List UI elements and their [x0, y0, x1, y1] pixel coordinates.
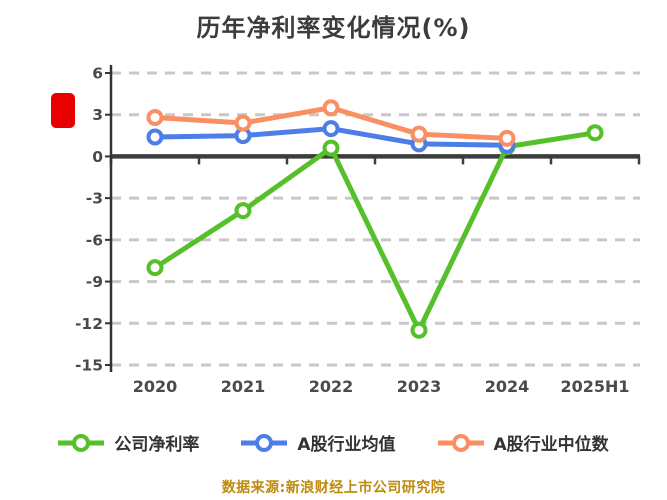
series-line-公司净利率	[152, 130, 598, 333]
x-tick-label: 2022	[309, 377, 354, 396]
y-tick-label: -15	[75, 357, 103, 375]
data-point	[322, 139, 340, 157]
y-tick-label: -12	[75, 315, 103, 333]
data-point	[586, 124, 604, 142]
chart-legend: 公司净利率 A股行业均值 A股行业中位数	[0, 430, 667, 455]
data-point	[234, 114, 252, 132]
axis-label-layer: 6 3 0 -3 -6 -9 -12 -15 2020 2021 2022 2023 2024 2025H…	[75, 65, 630, 397]
legend-label: A股行业均值	[297, 435, 396, 455]
legend-label: 公司净利率	[114, 435, 200, 455]
grid-layer	[111, 71, 640, 367]
y-tick-label: 6	[92, 65, 103, 83]
x-tick-label: 2024	[485, 377, 530, 396]
x-tick-label: 2021	[221, 377, 266, 396]
data-point	[234, 202, 252, 220]
red-logo-badge	[51, 93, 75, 128]
data-point	[498, 129, 516, 147]
y-tick-label: -6	[86, 231, 103, 249]
legend-circle	[451, 433, 470, 452]
x-tick-label: 2023	[397, 377, 442, 396]
data-point	[146, 128, 164, 146]
legend-item-industry-mean[interactable]: A股行业均值	[241, 430, 396, 455]
line-chart: 6 3 0 -3 -6 -9 -12 -15 2020 2021 2022 2023 2024 2025H…	[75, 65, 641, 397]
series-layer	[146, 99, 604, 339]
legend-circle	[255, 433, 274, 452]
data-point	[146, 259, 164, 277]
legend-item-industry-median[interactable]: A股行业中位数	[437, 430, 609, 455]
y-tick-label: 0	[92, 148, 103, 166]
legend-line-circle-icon	[241, 433, 288, 452]
x-tick-label: 2020	[133, 377, 178, 396]
legend-line-circle-icon	[437, 433, 484, 452]
y-tick-label: -9	[86, 273, 103, 291]
data-point	[410, 125, 428, 143]
y-tick-label: -3	[86, 190, 103, 208]
x-tick-label: 2025H1	[560, 377, 629, 396]
legend-label: A股行业中位数	[493, 435, 609, 455]
data-point	[146, 108, 164, 126]
legend-item-company-net-margin[interactable]: 公司净利率	[58, 430, 199, 455]
chart-title: 历年净利率变化情况(%)	[196, 14, 471, 42]
axis-layer	[105, 65, 641, 372]
y-tick-label: 3	[92, 106, 103, 124]
legend-line-circle-icon	[58, 433, 105, 452]
data-source-caption: 数据来源:新浪财经上市公司研究院	[221, 480, 446, 496]
data-point	[322, 99, 340, 117]
data-point	[410, 321, 428, 339]
legend-circle	[72, 433, 91, 452]
data-point	[322, 120, 340, 138]
